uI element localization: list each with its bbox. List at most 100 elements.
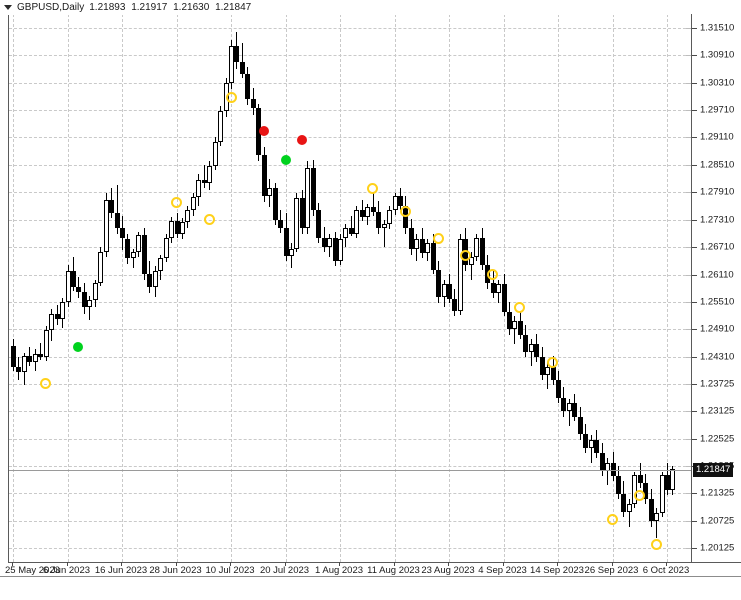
ohlc-high: 1.21917 [131,1,168,13]
candlestick [114,14,120,562]
time-axis-label: 23 Aug 2023 [421,565,475,576]
candlestick [288,14,294,562]
price-axis-label: 1.23725 [700,378,735,390]
candlestick [501,14,507,562]
candle-body-bullish [21,356,27,372]
price-axis-tick [692,110,697,112]
candle-body-bullish [354,210,360,234]
candle-body-bearish [370,207,376,212]
candle-body-bullish [43,329,49,358]
candlestick [605,14,611,562]
price-axis-label: 1.31510 [700,22,735,34]
marker-neutral-circle [607,514,618,526]
candle-body-bearish [452,298,458,311]
candle-body-bearish [556,380,561,398]
ohlc-open: 1.21893 [89,1,126,13]
candlestick [659,14,665,562]
price-axis-tick-dash [686,82,691,84]
candlestick [38,14,44,562]
time-axis-label: 26 Sep 2023 [584,565,639,576]
candle-wick [656,508,658,538]
candlestick [81,14,87,562]
candlestick [610,14,616,562]
candlestick [643,14,649,562]
candlestick [419,14,425,562]
price-axis-tick-dash [686,219,691,221]
candle-body-bullish [60,301,66,319]
candle-body-bearish [147,274,153,287]
candle-body-bullish [103,199,109,253]
candlestick [474,14,480,562]
candlestick [637,14,643,562]
candlestick [229,14,234,562]
price-axis-tick [692,438,697,440]
candle-body-bullish [229,45,234,84]
candle-body-bullish [441,284,447,298]
candlestick [98,14,104,562]
candlestick [60,14,66,562]
marker-neutral-circle [432,233,444,244]
candle-body-bearish [234,45,240,63]
price-axis[interactable]: 1.21847 1.31510 1.30910 1.30310 1.29710 1.29… [686,14,741,563]
candle-body-bullish [207,166,213,183]
candlestick [11,14,16,562]
chart-plot-area[interactable] [8,14,691,562]
marker-neutral-circle [634,489,646,501]
time-axis-tick [611,562,613,566]
price-axis-label: 1.26110 [700,269,734,281]
candle-body-bearish [561,397,567,412]
time-axis[interactable]: 25 May 2023 6 Jun 2023 16 Jun 2023 28 Jun 2… [0,562,741,583]
price-axis-tick [692,55,697,57]
price-axis-tick-dash [686,493,691,495]
candlestick [397,14,403,562]
price-axis-label: 1.24910 [700,323,735,335]
candlestick [403,14,409,562]
price-axis-label: 1.25510 [700,296,735,308]
candlestick [387,14,393,562]
candle-body-bullish [288,248,294,256]
marker-neutral-circle [487,268,499,280]
candle-body-bullish [190,197,196,211]
candle-body-bullish [327,237,333,247]
candlestick [457,14,463,562]
candlestick [528,14,534,562]
candle-body-bearish [610,462,616,477]
marker-neutral-circle [40,378,52,390]
candle-body-bullish [457,239,463,311]
candlestick [43,14,49,562]
price-axis-tick [692,82,697,84]
candlestick [506,14,512,562]
candlestick [141,14,147,562]
time-axis-tick [121,562,122,566]
price-axis-tick [692,520,697,522]
candle-body-bullish [65,270,71,302]
candle-body-bearish [174,221,180,234]
candlestick [392,14,398,562]
candle-body-bullish [92,283,98,300]
candlestick [245,14,251,562]
price-axis-tick-dash [686,274,691,276]
candlestick [49,14,55,562]
price-axis-label: 1.26710 [700,241,735,253]
candle-body-bearish [316,210,322,238]
candle-body-bullish [512,320,518,330]
candlestick [479,14,485,562]
time-axis-label: 16 Jun 2023 [94,565,148,576]
price-axis-label: 1.28510 [700,159,735,171]
candlestick [120,14,125,562]
candle-body-bearish [376,211,382,229]
candle-body-bearish [348,228,354,234]
candlestick [310,14,316,562]
candlestick [376,14,382,562]
candlestick [670,14,676,562]
candle-body-bullish [588,439,594,448]
candle-body-bearish [250,99,256,109]
candlestick [190,14,196,562]
chevron-down-icon[interactable] [4,5,12,10]
candle-body-bearish [648,499,654,522]
time-axis-tick [175,562,177,566]
candle-body-bullish [158,257,164,271]
candle-wick [132,248,134,269]
candlestick [27,14,33,562]
candlestick [54,14,60,562]
